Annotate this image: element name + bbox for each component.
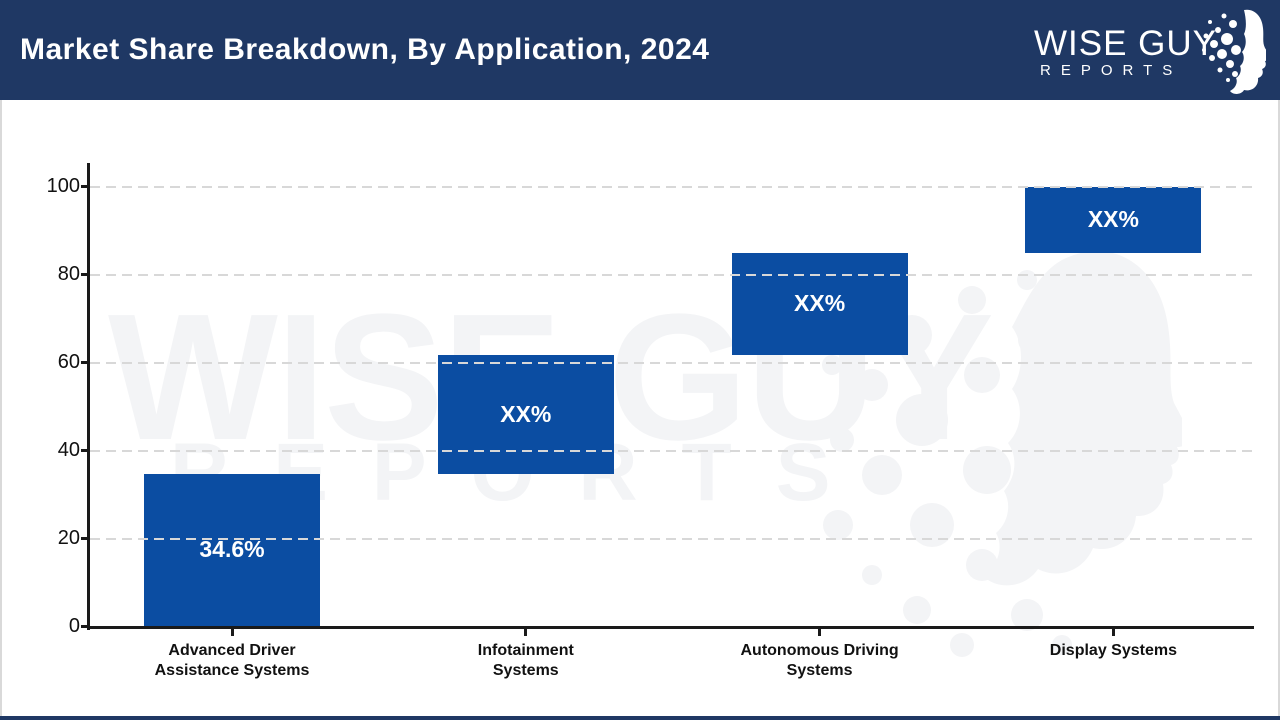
y-axis-tickmark	[81, 273, 90, 276]
gridline-y100	[90, 185, 1254, 188]
x-axis-category-label: Display Systems	[1049, 641, 1177, 659]
chart-area: WISE GUY REPORTS 02040608010034.6%XX%XX%…	[0, 100, 1280, 716]
bar-1: 34.6%	[144, 474, 320, 627]
y-axis-tick-label: 100	[46, 174, 80, 197]
y-axis-tickmark	[81, 361, 90, 364]
bar-4: XX%	[1025, 186, 1202, 254]
bar-3: XX%	[731, 253, 908, 356]
y-axis-tick-label: 60	[57, 350, 80, 373]
y-axis-tickmark	[81, 185, 90, 188]
x-axis-category-label: Infotainment Systems	[477, 641, 574, 679]
gridline-y60	[90, 361, 1254, 364]
x-axis-spine	[87, 625, 1254, 629]
logo-wordmark: WISE GUY	[1034, 24, 1218, 63]
wise-guy-logo: WISE GUY REPORTS	[1008, 0, 1268, 100]
bar-value-label: XX%	[500, 400, 552, 427]
y-axis-tickmark	[81, 449, 90, 452]
y-axis-tick-label: 20	[57, 526, 80, 549]
gridline-y40	[90, 449, 1254, 452]
page-title: Market Share Breakdown, By Application, …	[20, 33, 710, 66]
bar-value-label: XX%	[1087, 205, 1139, 232]
header-bar: Market Share Breakdown, By Application, …	[0, 0, 1280, 100]
y-axis-tickmark	[81, 537, 90, 540]
footer-bar	[0, 716, 1280, 720]
y-axis-spine	[87, 163, 90, 630]
gridline-y20	[90, 537, 1254, 540]
y-axis-tickmark	[81, 625, 90, 628]
x-axis-tickmark	[818, 626, 822, 636]
y-axis-tick-label: 0	[68, 614, 80, 637]
bar-value-label: 34.6%	[199, 536, 265, 563]
gridline-y80	[90, 273, 1254, 276]
y-axis-tick-label: 80	[57, 262, 80, 285]
logo-subtext: REPORTS	[1040, 62, 1183, 79]
x-axis-tickmark	[230, 626, 234, 636]
bar-2: XX%	[437, 355, 614, 475]
x-axis-tickmark	[1111, 626, 1115, 636]
watermark-face-icon	[822, 251, 1182, 657]
face-profile-icon	[1202, 9, 1266, 94]
x-axis-category-label: Advanced Driver Assistance Systems	[154, 641, 310, 679]
x-axis-category-label: Autonomous Driving Systems	[740, 641, 899, 679]
x-axis-tickmark	[524, 626, 528, 636]
y-axis-tick-label: 40	[57, 438, 80, 461]
bar-value-label: XX%	[794, 290, 846, 317]
